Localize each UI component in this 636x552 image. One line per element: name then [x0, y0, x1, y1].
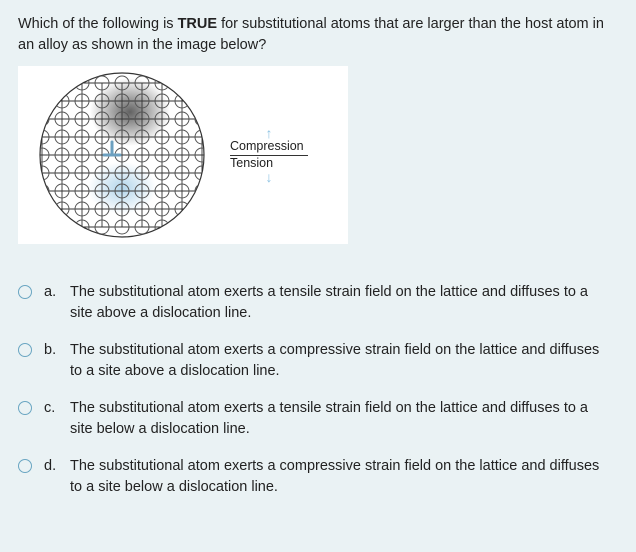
- option-a[interactable]: a. The substitutional atom exerts a tens…: [18, 282, 618, 324]
- radio-icon[interactable]: [18, 459, 32, 473]
- options-list: a. The substitutional atom exerts a tens…: [18, 282, 618, 498]
- option-d[interactable]: d. The substitutional atom exerts a comp…: [18, 456, 618, 498]
- lattice-diagram: [22, 70, 222, 240]
- compression-label: Compression: [230, 140, 308, 154]
- figure-container: ↑ Compression Tension ↓: [18, 66, 348, 244]
- option-text: The substitutional atom exerts a compres…: [70, 340, 618, 382]
- arrow-up-icon: ↑: [230, 126, 308, 140]
- option-letter: a.: [44, 282, 70, 303]
- radio-icon[interactable]: [18, 401, 32, 415]
- option-b[interactable]: b. The substitutional atom exerts a comp…: [18, 340, 618, 382]
- option-text: The substitutional atom exerts a tensile…: [70, 398, 618, 440]
- option-text: The substitutional atom exerts a tensile…: [70, 282, 618, 324]
- figure-legend: ↑ Compression Tension ↓: [230, 126, 308, 185]
- option-c[interactable]: c. The substitutional atom exerts a tens…: [18, 398, 618, 440]
- question-bold: TRUE: [178, 16, 217, 32]
- radio-icon[interactable]: [18, 285, 32, 299]
- question-prefix: Which of the following is: [18, 16, 178, 32]
- option-letter: b.: [44, 340, 70, 361]
- radio-icon[interactable]: [18, 343, 32, 357]
- option-text: The substitutional atom exerts a compres…: [70, 456, 618, 498]
- question-text: Which of the following is TRUE for subst…: [18, 14, 618, 56]
- arrow-down-icon: ↓: [230, 170, 308, 184]
- option-letter: d.: [44, 456, 70, 477]
- option-letter: c.: [44, 398, 70, 419]
- tension-label: Tension: [230, 157, 308, 171]
